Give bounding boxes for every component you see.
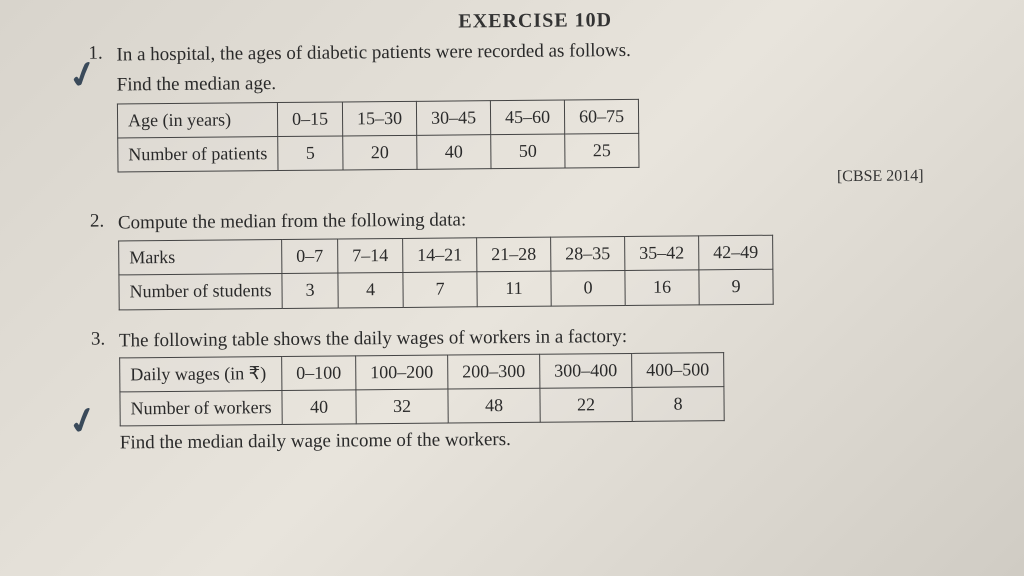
q1-text: In a hospital, the ages of diabetic pati… — [116, 35, 982, 68]
question-3: 3. The following table shows the daily w… — [91, 320, 986, 454]
table-row: Age (in years) 0–15 15–30 30–45 45–60 60… — [117, 100, 638, 139]
cell: 9 — [699, 269, 773, 304]
q1-table: Age (in years) 0–15 15–30 30–45 45–60 60… — [117, 99, 640, 173]
cell: 40 — [417, 135, 491, 170]
q3-number: 3. — [91, 328, 119, 350]
q1-row2-label: Number of patients — [118, 137, 278, 172]
cell: 21–28 — [477, 237, 551, 272]
table-row: Number of students 3 4 7 11 0 16 9 — [119, 269, 773, 309]
cell: 16 — [625, 270, 699, 305]
cell: 60–75 — [564, 100, 638, 135]
cell: 300–400 — [540, 354, 632, 389]
exercise-header: EXERCISE 10D — [88, 6, 982, 37]
cell: 200–300 — [448, 354, 540, 389]
q1-row1-label: Age (in years) — [117, 103, 277, 138]
q3-text: The following table shows the daily wage… — [119, 320, 985, 353]
cell: 4 — [338, 272, 403, 307]
cell: 25 — [565, 134, 639, 169]
cell: 22 — [540, 388, 632, 423]
cell: 28–35 — [551, 236, 625, 271]
q2-number: 2. — [90, 211, 118, 233]
q1-number: 1. — [88, 42, 116, 64]
cell: 400–500 — [632, 353, 724, 388]
cell: 7 — [403, 272, 477, 307]
q2-text: Compute the median from the following da… — [118, 203, 984, 236]
q2-row1-label: Marks — [119, 239, 282, 274]
cell: 11 — [477, 271, 551, 306]
cell: 50 — [491, 134, 565, 169]
cell: 40 — [282, 390, 356, 425]
question-2: 2. Compute the median from the following… — [90, 203, 985, 310]
cell: 35–42 — [625, 236, 699, 271]
table-row: Number of workers 40 32 48 22 8 — [120, 387, 724, 426]
cell: 15–30 — [342, 102, 416, 137]
cell: 20 — [343, 136, 417, 171]
cell: 14–21 — [403, 238, 477, 273]
cell: 32 — [356, 389, 448, 424]
q2-row2-label: Number of students — [119, 273, 282, 309]
question-1: 1. In a hospital, the ages of diabetic p… — [88, 35, 983, 193]
cell: 5 — [278, 136, 343, 171]
q1-subtext: Find the median age. — [117, 65, 983, 98]
page-content: EXERCISE 10D 1. In a hospital, the ages … — [0, 0, 1024, 456]
cell: 3 — [282, 273, 338, 308]
cell: 0 — [551, 270, 625, 305]
cell: 0–7 — [282, 239, 338, 273]
table-row: Number of patients 5 20 40 50 25 — [118, 134, 639, 173]
cell: 100–200 — [356, 355, 448, 390]
cell: 42–49 — [699, 235, 773, 270]
cell: 0–100 — [282, 356, 356, 391]
cell: 8 — [632, 387, 724, 422]
table-row: Marks 0–7 7–14 14–21 21–28 28–35 35–42 4… — [119, 235, 773, 275]
q3-row1-label: Daily wages (in ₹) — [120, 357, 282, 392]
q3-row2-label: Number of workers — [120, 391, 282, 426]
q2-table: Marks 0–7 7–14 14–21 21–28 28–35 35–42 4… — [118, 235, 774, 310]
cell: 45–60 — [490, 100, 564, 135]
cell: 48 — [448, 388, 540, 423]
table-row: Daily wages (in ₹) 0–100 100–200 200–300… — [120, 353, 724, 392]
q3-subtext: Find the median daily wage income of the… — [120, 425, 986, 455]
q3-table: Daily wages (in ₹) 0–100 100–200 200–300… — [119, 352, 725, 426]
cell: 30–45 — [416, 101, 490, 136]
cell: 0–15 — [277, 102, 342, 137]
cell: 7–14 — [338, 238, 403, 273]
